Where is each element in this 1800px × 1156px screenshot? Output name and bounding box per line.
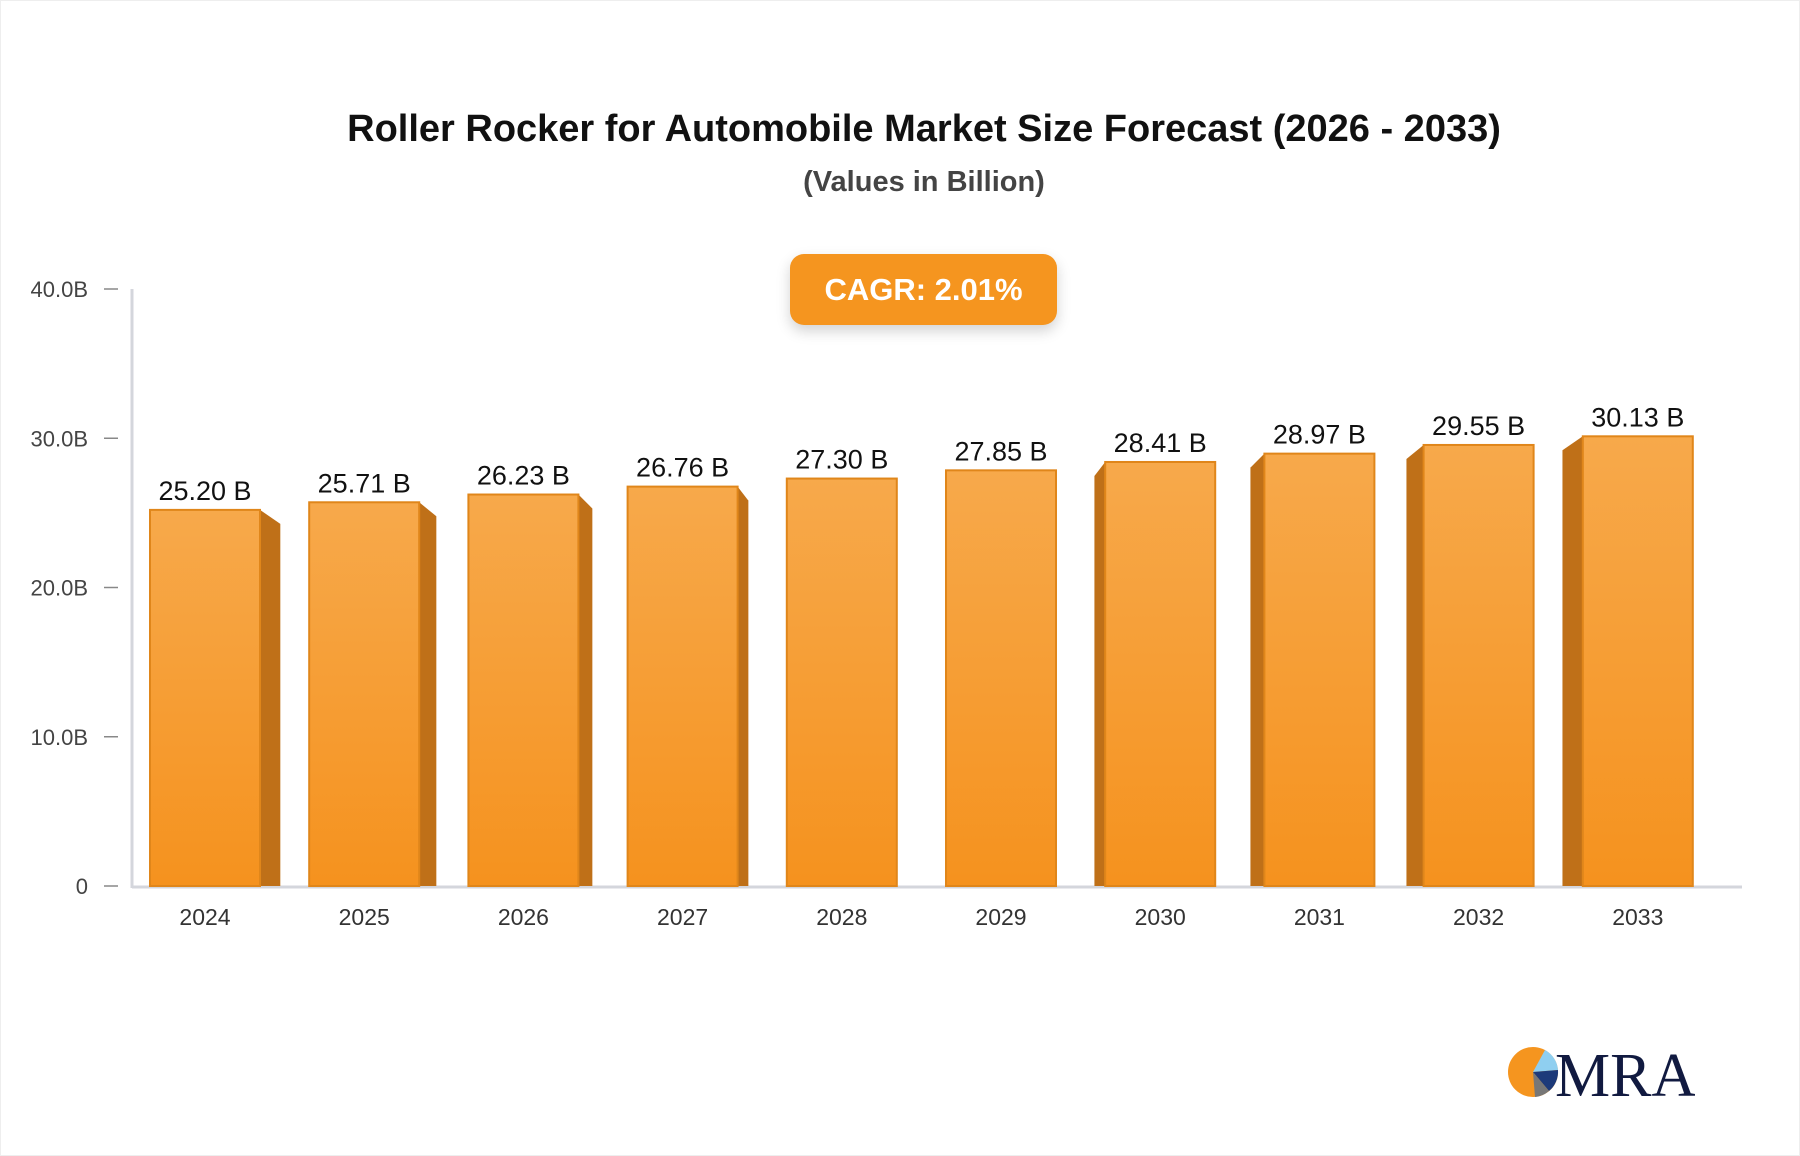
bar <box>626 485 739 887</box>
bar-side <box>1562 436 1583 886</box>
x-tick-label: 2029 <box>975 904 1026 930</box>
x-tick-label: 2031 <box>1294 904 1345 930</box>
x-tick-label: 2024 <box>179 904 230 930</box>
data-label: 26.76 B <box>636 453 729 483</box>
x-tick-label: 2032 <box>1453 904 1504 930</box>
y-tick-label: 40.0B <box>31 277 89 302</box>
data-label: 29.55 B <box>1432 411 1525 441</box>
bar-side <box>260 509 281 886</box>
bar-side <box>419 502 437 886</box>
x-tick-label: 2025 <box>339 904 390 930</box>
bar <box>467 493 580 887</box>
bar <box>785 477 898 887</box>
data-label: 27.30 B <box>795 445 888 475</box>
bar-side <box>737 486 749 886</box>
chart-title: Roller Rocker for Automobile Market Size… <box>347 108 1501 150</box>
x-tick-label: 2028 <box>816 904 867 930</box>
y-tick-label: 20.0B <box>31 576 89 601</box>
bar <box>1263 452 1376 887</box>
y-tick-label: 0 <box>76 874 88 899</box>
chart-subtitle: (Values in Billion) <box>803 166 1045 198</box>
mra-logo: MRA <box>1508 1042 1695 1110</box>
bar-side <box>1094 461 1106 886</box>
bar-side <box>1250 453 1265 886</box>
bar-side <box>578 494 593 886</box>
y-tick-label: 10.0B <box>31 725 89 750</box>
x-tick-label: 2026 <box>498 904 549 930</box>
bar-side <box>1406 444 1424 886</box>
data-label: 25.71 B <box>318 468 411 498</box>
bar <box>1581 435 1694 887</box>
data-label: 26.23 B <box>477 461 570 491</box>
data-label: 27.85 B <box>954 436 1047 466</box>
data-label: 28.97 B <box>1273 420 1366 450</box>
x-tick-label: 2030 <box>1135 904 1186 930</box>
x-tick-label: 2033 <box>1612 904 1663 930</box>
data-label: 30.13 B <box>1591 402 1684 432</box>
bar <box>308 501 421 887</box>
bar <box>1422 443 1535 887</box>
x-tick-label: 2027 <box>657 904 708 930</box>
y-tick-label: 30.0B <box>31 426 89 451</box>
data-label: 25.20 B <box>158 476 251 506</box>
data-label: 28.41 B <box>1114 428 1207 458</box>
bar <box>945 469 1057 887</box>
cagr-badge: CAGR: 2.01% <box>790 254 1057 325</box>
logo-text: MRA <box>1555 1042 1695 1110</box>
bar <box>1104 460 1217 887</box>
bar <box>149 508 261 887</box>
